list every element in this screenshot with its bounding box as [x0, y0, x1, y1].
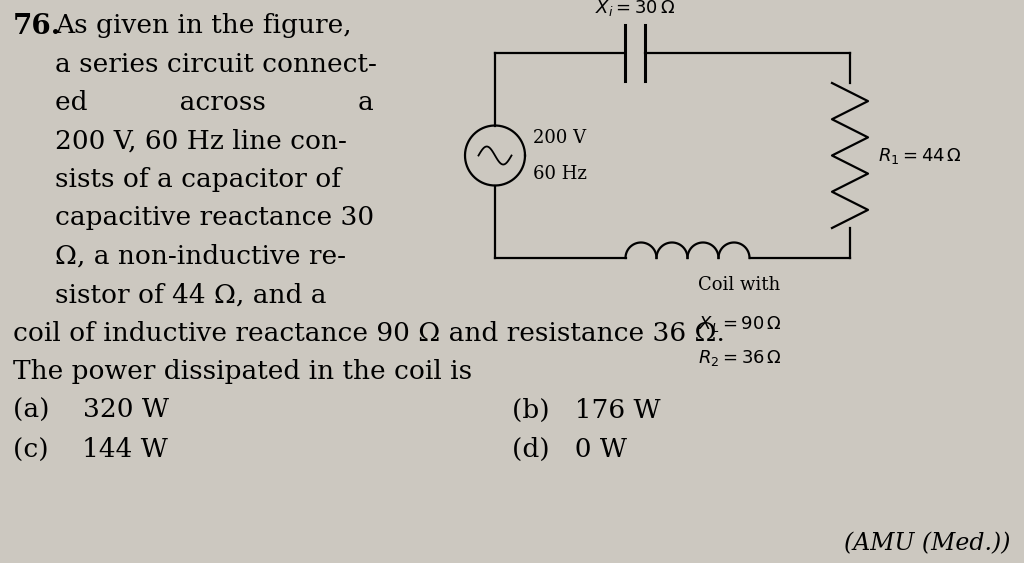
- Text: (c)    144 W: (c) 144 W: [13, 436, 168, 462]
- Text: capacitive reactance 30: capacitive reactance 30: [55, 205, 374, 230]
- Text: $X_i = 30\,\Omega$: $X_i = 30\,\Omega$: [595, 0, 675, 18]
- Text: Coil with: Coil with: [697, 276, 779, 294]
- Text: $X_L = 90\,\Omega$: $X_L = 90\,\Omega$: [697, 314, 781, 334]
- Text: As given in the figure,: As given in the figure,: [55, 13, 351, 38]
- Text: (a)    320 W: (a) 320 W: [13, 398, 169, 423]
- Text: 200 V: 200 V: [534, 128, 586, 146]
- Text: ed           across           a: ed across a: [55, 90, 374, 115]
- Text: a series circuit connect-: a series circuit connect-: [55, 51, 377, 77]
- Text: 200 V, 60 Hz line con-: 200 V, 60 Hz line con-: [55, 128, 347, 154]
- Text: 76.: 76.: [13, 13, 61, 40]
- Text: sists of a capacitor of: sists of a capacitor of: [55, 167, 341, 192]
- Text: (AMU (Med.)): (AMU (Med.)): [844, 532, 1010, 555]
- Text: (d)   0 W: (d) 0 W: [512, 436, 627, 462]
- Text: sistor of 44 Ω, and a: sistor of 44 Ω, and a: [55, 283, 327, 307]
- Text: 60 Hz: 60 Hz: [534, 164, 587, 182]
- Text: Ω, a non-inductive re-: Ω, a non-inductive re-: [55, 244, 346, 269]
- Text: (b)   176 W: (b) 176 W: [512, 398, 660, 423]
- Text: $R_1 = 44\,\Omega$: $R_1 = 44\,\Omega$: [878, 145, 962, 166]
- Text: $R_2 = 36\,\Omega$: $R_2 = 36\,\Omega$: [697, 348, 781, 368]
- Text: coil of inductive reactance 90 Ω and resistance 36 Ω.: coil of inductive reactance 90 Ω and res…: [13, 321, 725, 346]
- Text: The power dissipated in the coil is: The power dissipated in the coil is: [13, 360, 472, 385]
